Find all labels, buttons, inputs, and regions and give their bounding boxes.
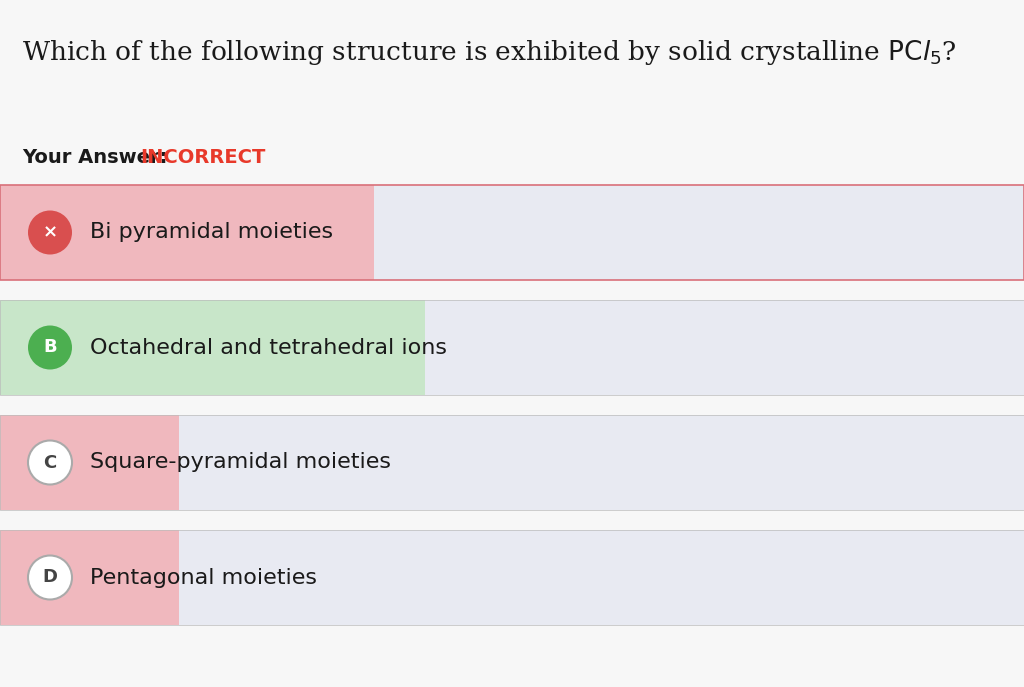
Text: Bi pyramidal moieties: Bi pyramidal moieties [90,223,333,243]
Bar [0,300,1024,395]
Circle shape [28,556,72,600]
Bar [179,530,1024,625]
Text: Which of the following structure is exhibited by solid crystalline $\mathrm{PC}l: Which of the following structure is exhi… [22,38,956,67]
Text: Octahedral and tetrahedral ions: Octahedral and tetrahedral ions [90,337,447,357]
Bar [374,185,1024,280]
Bar [0,415,179,510]
Text: Your Answer:: Your Answer: [22,148,167,167]
Bar [179,415,1024,510]
Bar [0,300,425,395]
Text: INCORRECT: INCORRECT [140,148,265,167]
Bar [425,300,1024,395]
Bar [0,530,179,625]
Text: D: D [43,569,57,587]
Text: C: C [43,453,56,471]
Bar [0,185,1024,280]
Text: Pentagonal moieties: Pentagonal moieties [90,567,317,587]
Text: ×: × [42,223,57,242]
Circle shape [28,326,72,370]
Bar [0,530,1024,625]
Bar [0,185,374,280]
Circle shape [28,440,72,484]
Circle shape [28,210,72,254]
Bar [0,415,1024,510]
Text: B: B [43,339,56,357]
Text: Square-pyramidal moieties: Square-pyramidal moieties [90,453,391,473]
